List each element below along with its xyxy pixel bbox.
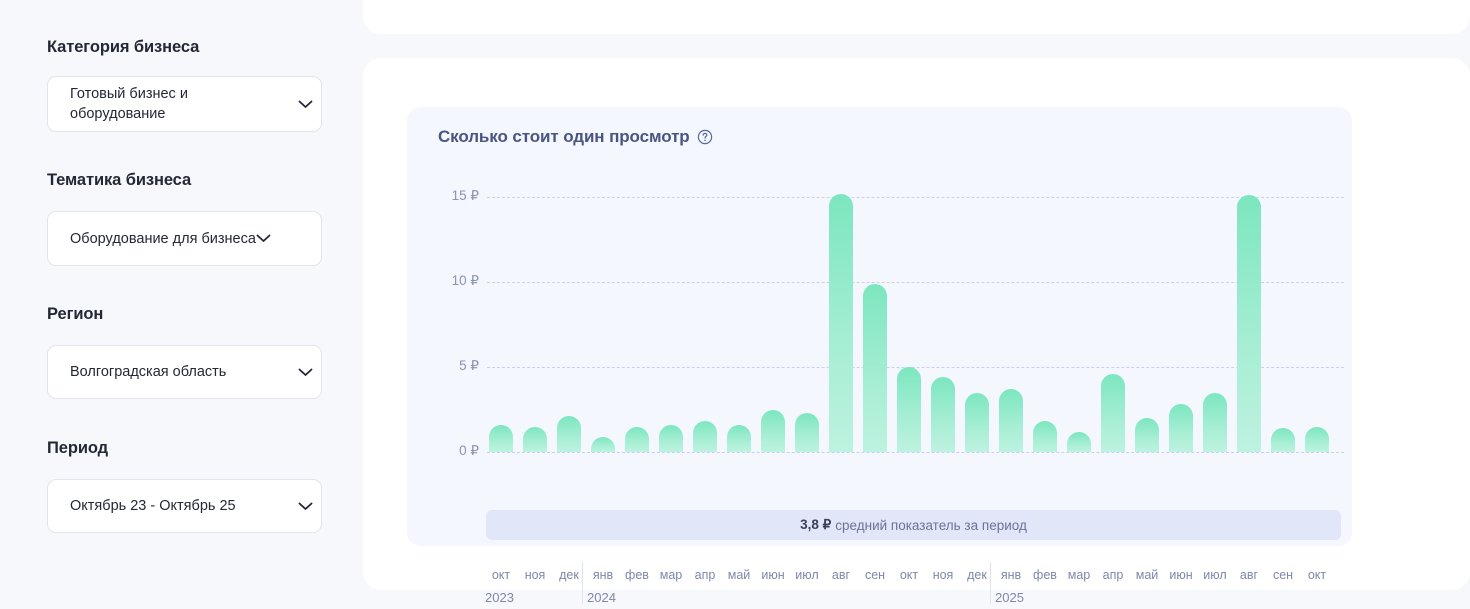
y-axis-tick-label: 5 ₽ bbox=[459, 358, 479, 373]
chevron-down-icon bbox=[289, 100, 321, 109]
x-axis-tick-label: фев bbox=[625, 568, 649, 582]
x-axis-tick-label: май bbox=[1135, 568, 1159, 582]
x-axis-tick-label: сен bbox=[1272, 568, 1294, 582]
x-axis-tick-label: апр bbox=[1102, 568, 1124, 582]
bar[interactable] bbox=[897, 367, 921, 452]
bar[interactable] bbox=[1067, 431, 1091, 452]
x-axis-tick-label: июн bbox=[761, 568, 785, 582]
bar[interactable] bbox=[1033, 421, 1057, 452]
x-axis-tick-label: фев bbox=[1033, 568, 1057, 582]
bar-chart-plot: 0 ₽5 ₽10 ₽15 ₽ окт ноя дек янв фев мар апр май ию… bbox=[407, 107, 1352, 605]
x-axis-tick-label: июл bbox=[1203, 568, 1227, 582]
x-axis-tick-label: июл bbox=[795, 568, 819, 582]
x-axis-tick-label: мар bbox=[1067, 568, 1091, 582]
select-business-category[interactable]: Готовый бизнес и оборудование bbox=[47, 76, 322, 132]
y-axis-tick-label: 0 ₽ bbox=[459, 443, 479, 458]
x-axis-tick-label: мар bbox=[659, 568, 683, 582]
top-panel bbox=[363, 0, 1470, 34]
chevron-down-icon bbox=[289, 502, 321, 511]
gridline bbox=[487, 282, 1344, 283]
cost-per-view-chart-card: Сколько стоит один просмотр 0 ₽ 5 ₽ 10 ₽ 15… bbox=[407, 107, 1352, 605]
select-period[interactable]: Октябрь 23 - Октябрь 25 bbox=[47, 479, 322, 533]
select-business-topic[interactable]: Оборудование для бизнеса bbox=[47, 211, 322, 266]
x-axis-tick-label: дек bbox=[967, 568, 987, 582]
select-period-value: Октябрь 23 - Октябрь 25 bbox=[70, 498, 236, 514]
chart-title-row: Сколько стоит один просмотр bbox=[438, 127, 713, 147]
x-axis-tick-label: янв bbox=[1000, 568, 1022, 582]
gridline bbox=[487, 452, 1344, 453]
bar[interactable] bbox=[999, 389, 1023, 452]
gridline bbox=[487, 367, 1344, 368]
x-axis-tick-label: окт bbox=[1307, 568, 1327, 582]
question-circle-icon[interactable] bbox=[697, 129, 713, 145]
y-axis-tick-label: 10 ₽ bbox=[451, 273, 479, 288]
average-value: 3,8 ₽ bbox=[800, 517, 832, 532]
x-axis-tick-label: сен bbox=[864, 568, 886, 582]
average-caption: средний показатель за период bbox=[835, 517, 1027, 533]
x-axis-tick-label: окт bbox=[491, 568, 511, 582]
bar[interactable] bbox=[489, 424, 513, 452]
select-region[interactable]: Волгоградская область bbox=[47, 345, 322, 399]
chevron-down-icon bbox=[256, 234, 282, 243]
bar[interactable] bbox=[591, 436, 615, 452]
bar[interactable] bbox=[727, 424, 751, 452]
y-axis-tick-label: 15 ₽ bbox=[451, 188, 479, 203]
x-axis-tick-label: ноя bbox=[932, 568, 954, 582]
chevron-down-icon bbox=[289, 368, 321, 377]
filter-label-business-category: Категория бизнеса bbox=[47, 38, 200, 56]
filter-label-business-topic: Тематика бизнеса bbox=[47, 171, 192, 189]
x-axis-tick-label: ноя bbox=[524, 568, 546, 582]
average-summary-bar: 3,8 ₽ средний показатель за период bbox=[486, 510, 1341, 540]
bar[interactable] bbox=[1101, 373, 1125, 452]
bar[interactable] bbox=[523, 426, 547, 452]
x-axis-tick-label: апр bbox=[694, 568, 716, 582]
x-axis-tick-label: июн bbox=[1169, 568, 1193, 582]
filter-label-period: Период bbox=[47, 439, 108, 457]
bar[interactable] bbox=[693, 421, 717, 452]
x-axis-year-label: 2024 bbox=[587, 590, 616, 605]
bar[interactable] bbox=[1203, 392, 1227, 452]
bar[interactable] bbox=[1305, 426, 1329, 452]
bar[interactable] bbox=[557, 416, 581, 452]
page-bottom-strip bbox=[363, 590, 1470, 609]
gridline bbox=[487, 197, 1344, 198]
bar[interactable] bbox=[965, 392, 989, 452]
bar[interactable] bbox=[625, 426, 649, 452]
bar[interactable] bbox=[795, 412, 819, 452]
year-divider bbox=[582, 562, 583, 604]
select-business-topic-value: Оборудование для бизнеса bbox=[70, 230, 256, 247]
select-region-value: Волгоградская область bbox=[70, 364, 227, 380]
x-axis-tick-label: дек bbox=[559, 568, 579, 582]
bar[interactable] bbox=[659, 424, 683, 452]
select-business-category-value: Готовый бизнес и оборудование bbox=[70, 86, 188, 122]
year-divider bbox=[990, 562, 991, 604]
x-axis-tick-label: янв bbox=[592, 568, 614, 582]
bar[interactable] bbox=[829, 193, 853, 452]
x-axis-year-label: 2025 bbox=[995, 590, 1024, 605]
x-axis-tick-label: май bbox=[727, 568, 751, 582]
bar[interactable] bbox=[863, 283, 887, 452]
bar[interactable] bbox=[931, 377, 955, 452]
filter-label-region: Регион bbox=[47, 305, 104, 323]
bar[interactable] bbox=[761, 409, 785, 452]
bar[interactable] bbox=[1271, 428, 1295, 452]
bar[interactable] bbox=[1237, 195, 1261, 452]
bar[interactable] bbox=[1169, 404, 1193, 452]
page-title: Сколько стоит один просмотр bbox=[438, 127, 690, 146]
x-axis-tick-label: авг bbox=[1239, 568, 1259, 582]
filters-sidebar: Категория бизнеса Готовый бизнес и обору… bbox=[0, 0, 360, 609]
x-axis-year-label: 2023 bbox=[485, 590, 514, 605]
x-axis-tick-label: окт bbox=[899, 568, 919, 582]
x-axis-tick-label: авг bbox=[831, 568, 851, 582]
bar[interactable] bbox=[1135, 418, 1159, 452]
